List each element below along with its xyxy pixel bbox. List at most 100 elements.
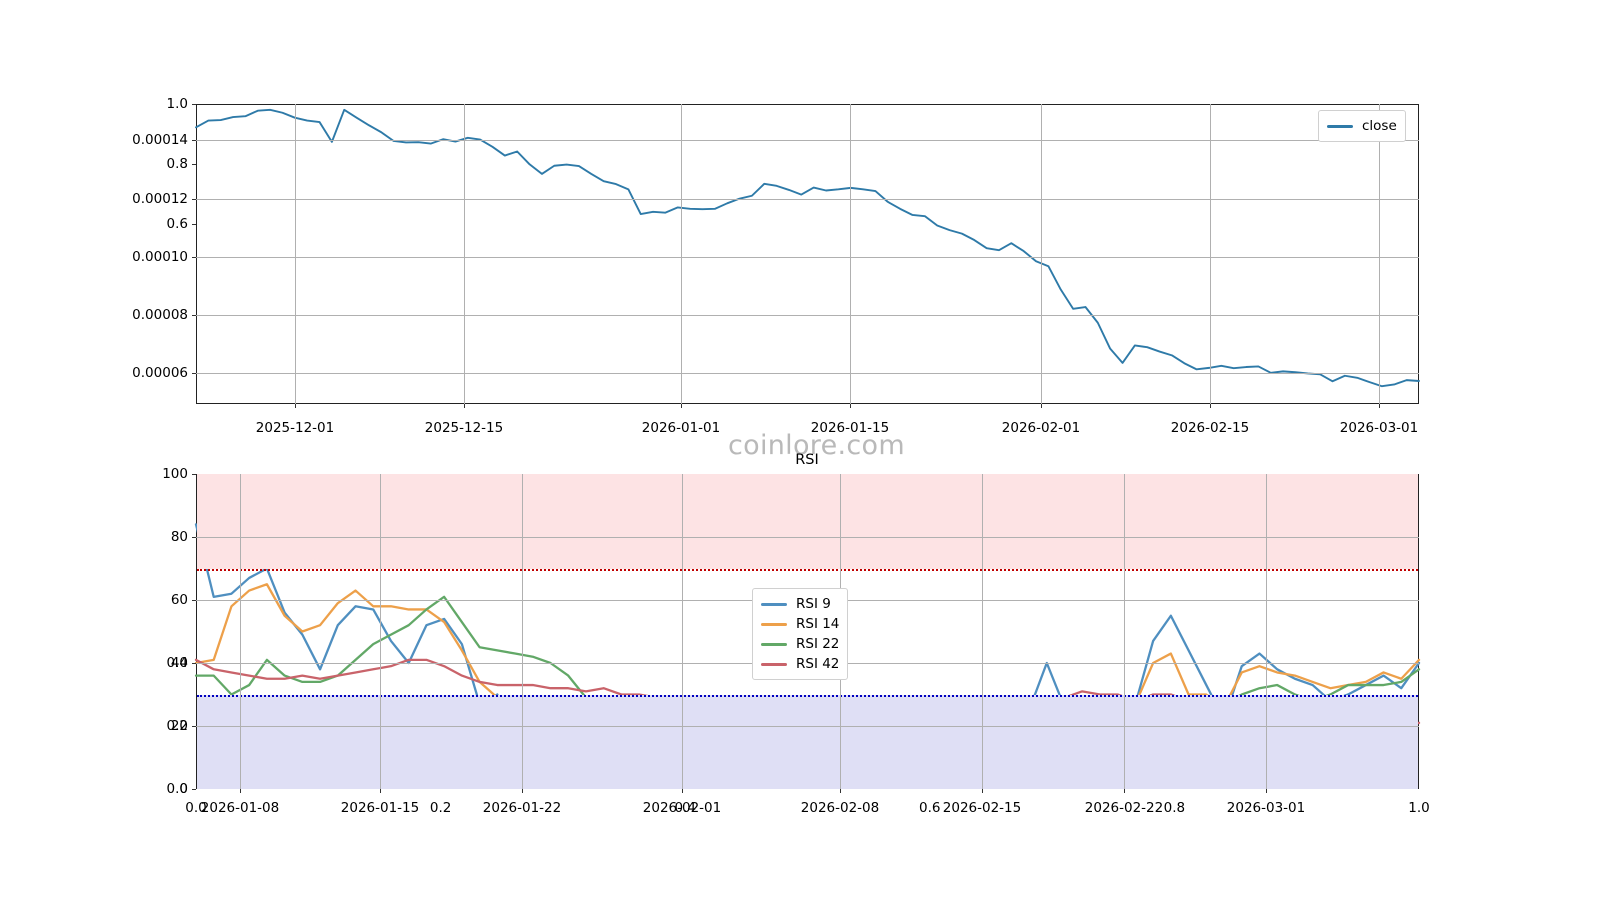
rsi-legend-label: RSI 42 xyxy=(796,656,840,672)
rsi-legend-row[interactable]: RSI 14 xyxy=(761,614,839,634)
rsi-secondary-x-tick-label: 1.0 xyxy=(1408,800,1430,816)
rsi-x-tick-label: 2026-01-22 xyxy=(482,800,562,816)
rsi-legend-row[interactable]: RSI 22 xyxy=(761,634,839,654)
price-gridline-v xyxy=(295,104,296,404)
rsi-legend-row[interactable]: RSI 42 xyxy=(761,654,839,674)
price-x-tick-label: 2026-02-15 xyxy=(1170,420,1250,436)
rsi-legend-swatch xyxy=(761,642,787,646)
rsi-x-tick xyxy=(1266,789,1267,793)
price-legend-swatch xyxy=(1327,124,1353,128)
coinlore-watermark: coinlore.com xyxy=(728,430,905,461)
rsi-gridline-h xyxy=(196,726,1419,727)
price-x-tick xyxy=(681,404,682,408)
rsi-y-tick xyxy=(192,537,196,538)
rsi-gridline-h xyxy=(196,537,1419,538)
price-x-tick-label: 2026-03-01 xyxy=(1339,420,1419,436)
rsi-x-tick xyxy=(682,789,683,793)
rsi-secondary-y-tick-label: 0.2 xyxy=(166,718,188,734)
rsi-gridline-v xyxy=(522,474,523,789)
rsi-gridline-v xyxy=(1124,474,1125,789)
price-gridline-v xyxy=(1041,104,1042,404)
price-x-tick-label: 2025-12-15 xyxy=(424,420,504,436)
price-secondary-y-tick-label: 0.6 xyxy=(166,216,188,232)
price-y-tick xyxy=(192,257,196,258)
price-secondary-y-tick xyxy=(192,164,196,165)
price-x-tick xyxy=(1041,404,1042,408)
price-gridline-h xyxy=(196,315,1419,316)
rsi-secondary-x-tick-label: 0.4 xyxy=(674,800,696,816)
rsi-gridline-v xyxy=(682,474,683,789)
rsi-x-tick-label: 2026-02-15 xyxy=(942,800,1022,816)
price-gridline-v xyxy=(681,104,682,404)
price-y-tick xyxy=(192,199,196,200)
rsi-legend-label: RSI 22 xyxy=(796,636,840,652)
price-y-tick-label: 0.00006 xyxy=(132,365,188,382)
rsi-band xyxy=(197,694,1418,789)
rsi-title: RSI xyxy=(795,452,819,468)
price-x-tick-label: 2026-01-01 xyxy=(641,420,721,436)
rsi-x-tick-label: 2026-02-01 xyxy=(642,800,722,816)
rsi-legend-swatch xyxy=(761,602,787,606)
price-y-tick-label: 0.00008 xyxy=(132,307,188,324)
rsi-y-tick-label: 40 xyxy=(170,655,188,671)
price-gridline-h xyxy=(196,199,1419,200)
price-x-tick xyxy=(1379,404,1380,408)
price-secondary-y-tick-label: 0.8 xyxy=(166,156,188,172)
rsi-secondary-y-tick-label: 0.4 xyxy=(166,655,188,671)
rsi-x-tick xyxy=(380,789,381,793)
price-secondary-y-tick-label: 1.0 xyxy=(166,96,188,112)
price-gridline-v xyxy=(464,104,465,404)
price-x-tick xyxy=(295,404,296,408)
price-legend[interactable]: close xyxy=(1318,110,1406,142)
price-gridline-v xyxy=(850,104,851,404)
rsi-x-tick xyxy=(1124,789,1125,793)
price-x-tick-label: 2026-01-15 xyxy=(810,420,890,436)
rsi-y-tick xyxy=(192,474,196,475)
rsi-gridline-v xyxy=(380,474,381,789)
rsi-secondary-y-tick xyxy=(192,663,196,664)
rsi-secondary-y-tick xyxy=(192,789,196,790)
rsi-legend-swatch xyxy=(761,662,787,666)
rsi-threshold-overbought xyxy=(197,569,1418,571)
price-gridline-v xyxy=(1210,104,1211,404)
rsi-y-tick-label: 20 xyxy=(170,718,188,734)
rsi-x-tick-label: 2026-02-22 xyxy=(1084,800,1164,816)
rsi-y-tick-label: 0 xyxy=(179,781,188,797)
price-x-tick xyxy=(1210,404,1211,408)
price-y-tick xyxy=(192,373,196,374)
price-gridline-h xyxy=(196,257,1419,258)
rsi-y-tick-label: 60 xyxy=(170,592,188,608)
price-y-tick xyxy=(192,315,196,316)
rsi-x-tick xyxy=(522,789,523,793)
rsi-legend-label: RSI 14 xyxy=(796,616,840,632)
rsi-x-tick xyxy=(982,789,983,793)
rsi-secondary-x-tick-label: 0.2 xyxy=(429,800,452,816)
rsi-band xyxy=(197,474,1418,569)
price-gridline-h xyxy=(196,373,1419,374)
rsi-gridline-v xyxy=(240,474,241,789)
price-y-tick-label: 0.00010 xyxy=(132,248,188,265)
rsi-x-tick-label: 2026-02-08 xyxy=(800,800,880,816)
rsi-secondary-y-tick xyxy=(192,726,196,727)
rsi-y-tick xyxy=(192,600,196,601)
close-price-path xyxy=(195,108,1420,388)
price-secondary-y-tick xyxy=(192,224,196,225)
rsi-x-tick-label: 2026-03-01 xyxy=(1226,800,1306,816)
rsi-x-tick xyxy=(240,789,241,793)
price-plot-area[interactable] xyxy=(196,104,1419,404)
rsi-threshold-oversold xyxy=(197,695,1418,697)
price-legend-label: close xyxy=(1362,118,1397,134)
price-gridline-v xyxy=(1379,104,1380,404)
price-y-tick-label: 0.00014 xyxy=(132,132,188,149)
price-secondary-y-tick xyxy=(192,104,196,105)
rsi-secondary-x-tick-label: 0.8 xyxy=(1163,800,1186,816)
rsi-gridline-v xyxy=(1266,474,1267,789)
rsi-legend-label: RSI 9 xyxy=(796,596,831,612)
rsi-legend-row[interactable]: RSI 9 xyxy=(761,594,839,614)
price-legend-row[interactable]: close xyxy=(1327,116,1397,136)
price-x-tick-label: 2026-02-01 xyxy=(1001,420,1081,436)
rsi-legend[interactable]: RSI 9 RSI 14 RSI 22 RSI 42 xyxy=(752,588,849,680)
rsi-x-tick-label: 2026-01-08 xyxy=(200,800,280,816)
price-gridline-h xyxy=(196,140,1419,141)
